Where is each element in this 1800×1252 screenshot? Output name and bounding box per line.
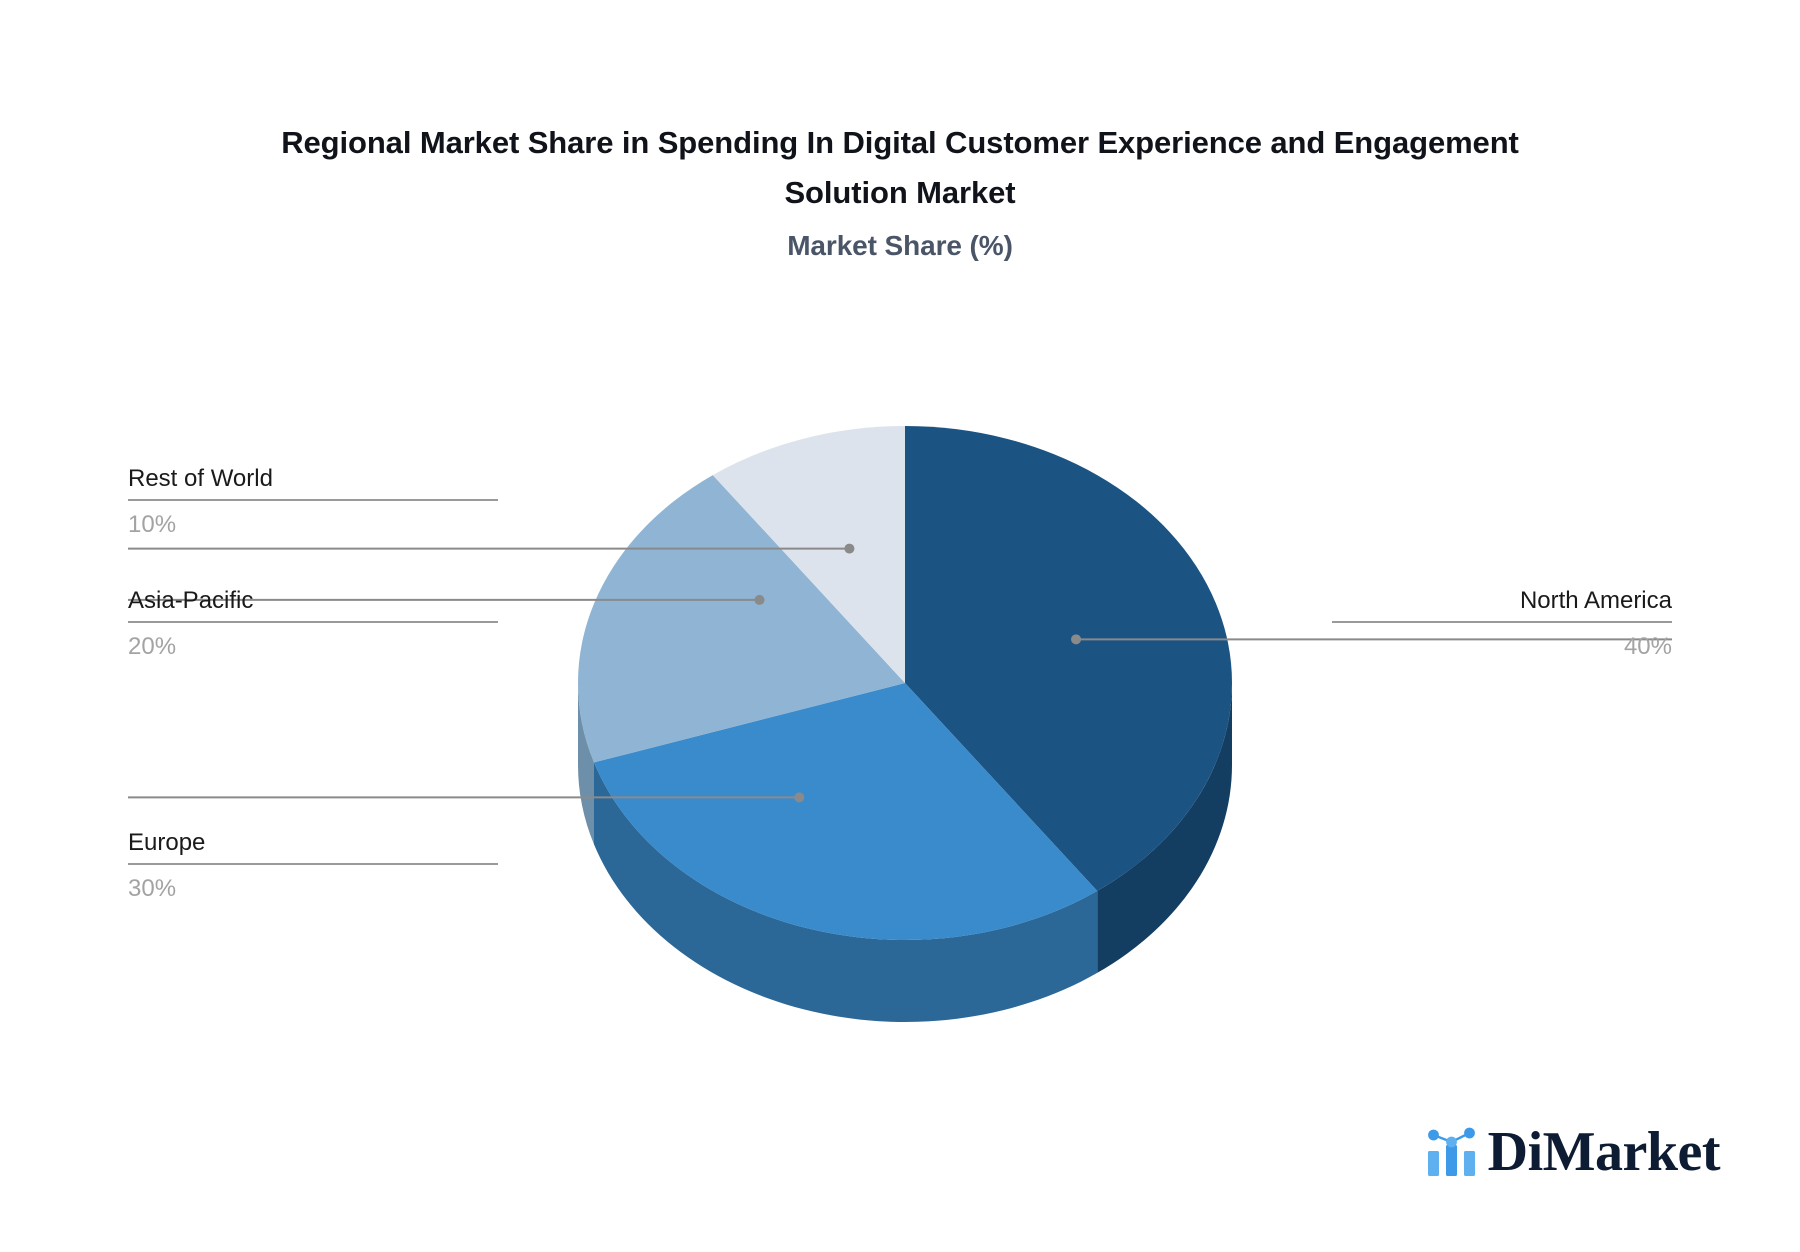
callout-rule: [128, 621, 498, 624]
callout-rest-of-world[interactable]: Rest of World 10%: [128, 465, 498, 539]
leader-dot: [794, 792, 805, 803]
callout-value: 40%: [1623, 633, 1672, 661]
pie-slice-seam: [594, 683, 905, 844]
callout-label: Asia-Pacific: [128, 587, 254, 614]
callout-asia-pacific[interactable]: Asia-Pacific 20%: [128, 587, 498, 661]
bar-chart-icon: [1427, 1127, 1475, 1176]
callout-rule: [1332, 621, 1672, 624]
pie-slice-side: [578, 683, 595, 845]
pie-slice-side: [1097, 683, 1232, 973]
pie-slices: [578, 426, 1232, 940]
chart-subtitle: Market Share (%): [787, 230, 1013, 262]
callout-label: Rest of World: [128, 465, 273, 492]
pie-slice-rest-of-world[interactable]: [712, 426, 905, 683]
callout-value: 20%: [128, 633, 177, 661]
callout-label: North America: [1519, 587, 1672, 614]
leader-dot: [844, 543, 855, 554]
leader-dot: [754, 594, 765, 605]
pie-slice-seam: [905, 683, 1097, 973]
callout-value: 30%: [128, 875, 177, 903]
leader-lines: [128, 543, 1672, 803]
callout-rule: [128, 863, 498, 866]
brand-logo: DiMarket: [1426, 1121, 1721, 1183]
title-block: Regional Market Share in Spending In Dig…: [0, 118, 1800, 262]
callout-value: 10%: [128, 511, 177, 539]
callout-label: Europe: [128, 829, 206, 856]
brand-wordmark: DiMarket: [1487, 1121, 1721, 1183]
pie-3d-sides: [578, 683, 1232, 1022]
chart-title: Regional Market Share in Spending In Dig…: [281, 125, 1519, 211]
callout-europe[interactable]: Europe 30%: [128, 829, 498, 903]
leader-dot: [1071, 634, 1082, 645]
callout-rule: [128, 499, 498, 502]
pie-slice-seam: [905, 683, 1097, 973]
pie-slice-side: [594, 762, 1098, 1022]
callout-north-america[interactable]: North America 40%: [1332, 587, 1672, 661]
pie-slice-asia-pacific[interactable]: [578, 475, 905, 763]
pie-slice-europe[interactable]: [594, 683, 1098, 940]
pie-slice-north-america[interactable]: [905, 426, 1232, 891]
pie-slice-seam: [594, 683, 905, 844]
